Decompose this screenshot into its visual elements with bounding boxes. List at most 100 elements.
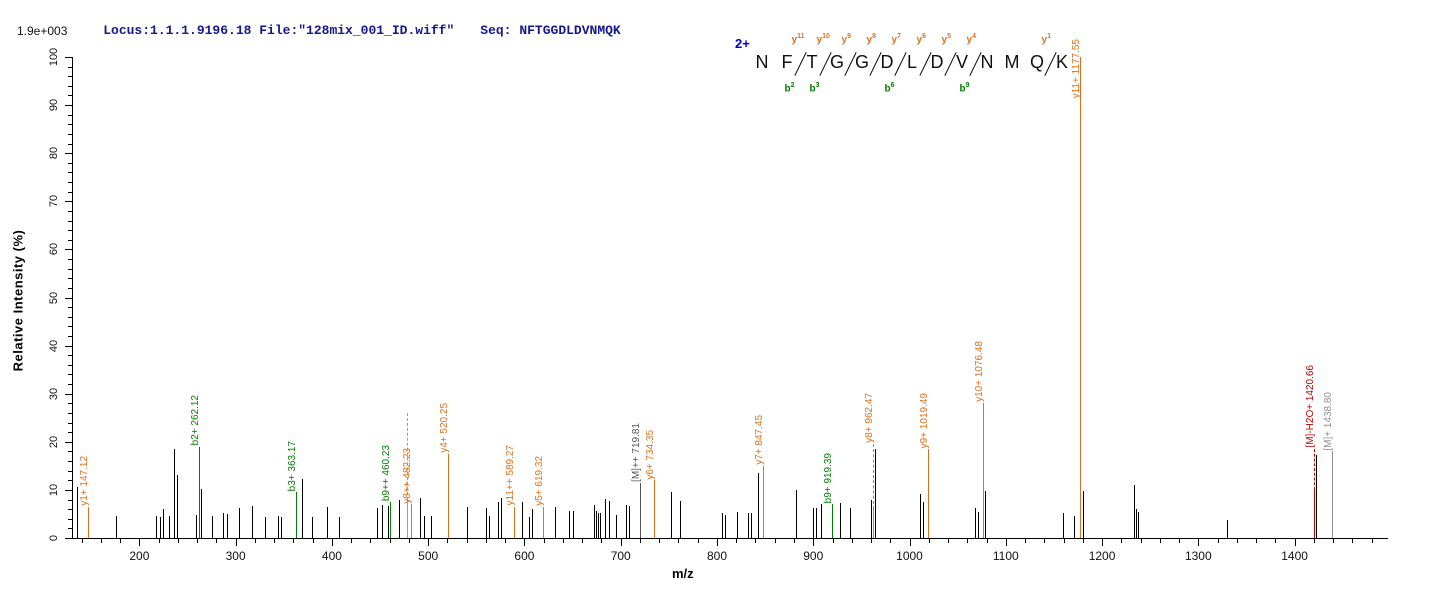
x-axis-tick [1371, 539, 1373, 543]
residue-letter: T [806, 52, 818, 72]
peak [302, 478, 304, 538]
x-axis-tick [1102, 539, 1104, 546]
peak [737, 512, 739, 538]
y-axis-tick [68, 374, 72, 376]
peak [420, 498, 422, 538]
peak-label: y10+ 1076.48 [974, 341, 986, 403]
peak [501, 497, 503, 538]
x-axis-tick [1275, 539, 1277, 543]
y-axis-tick [65, 153, 72, 155]
annotated-peak [199, 446, 201, 538]
residue-letter: F [781, 52, 793, 72]
residue-letter: N [755, 52, 769, 72]
annotated-peak [928, 449, 930, 538]
y-axis-tick [68, 220, 72, 222]
y-axis-tick [65, 489, 72, 491]
x-axis-tick [100, 539, 102, 543]
x-axis-tick [139, 539, 141, 546]
peak [670, 492, 672, 538]
peak [169, 516, 171, 538]
x-axis-tick [582, 539, 584, 543]
x-axis-tick [755, 539, 757, 543]
peak [596, 511, 598, 538]
peak [159, 516, 161, 538]
x-axis-tick [1198, 539, 1200, 546]
x-axis-tick [389, 539, 391, 543]
peak [327, 507, 329, 538]
peak [76, 487, 78, 538]
y-axis-tick [68, 95, 72, 97]
peak-label: y4+ 520.25 [438, 403, 450, 453]
x-axis-tick-label: 800 [706, 549, 727, 563]
peak [1062, 512, 1064, 538]
peak [813, 507, 815, 538]
peak-label: y9+ 1019.49 [919, 392, 931, 449]
x-axis-tick [331, 539, 333, 546]
y-axis-tick [65, 105, 72, 107]
seq-label: Seq: [480, 23, 512, 38]
x-axis-tick-label: 400 [321, 549, 342, 563]
b-ion-label: b3 [809, 82, 820, 95]
y-axis-tick-label: 40 [48, 339, 60, 352]
residue-letter: K [1055, 52, 1068, 72]
y-axis-tick-label: 20 [48, 435, 60, 448]
residue-letter: D [880, 52, 894, 72]
y-axis-tick [68, 182, 72, 184]
peak [466, 507, 468, 538]
peak [555, 507, 557, 538]
seq-value: NFTGGDLDVNMQK [519, 23, 621, 38]
x-axis-tick [485, 539, 487, 543]
peak [750, 512, 752, 538]
peak [431, 516, 433, 538]
residue-letter: L [906, 52, 917, 72]
x-axis-tick [1063, 539, 1065, 543]
peak-label-leader [1314, 449, 1316, 490]
peak-label: y11++ 589.27 [505, 445, 517, 506]
x-axis-tick-label: 200 [129, 549, 150, 563]
annotated-peak [1080, 57, 1082, 538]
peak [1082, 490, 1084, 538]
y-axis-tick [68, 230, 72, 232]
x-axis-tick [1236, 539, 1238, 543]
x-axis-tick [428, 539, 430, 546]
x-axis-tick [928, 539, 930, 543]
y-axis-tick [68, 66, 72, 68]
seq-header: Seq: NFTGGDLDVNMQK [480, 23, 620, 38]
annotated-peak [406, 500, 408, 538]
x-axis-tick-label: 500 [418, 549, 439, 563]
x-axis-tick [120, 539, 122, 543]
x-axis-tick [1352, 539, 1354, 543]
y-axis-tick [68, 133, 72, 135]
peak [226, 513, 228, 538]
y-axis-tick-label: 90 [48, 98, 60, 112]
y-axis-tick [65, 441, 72, 443]
x-axis-tick [639, 539, 641, 543]
x-axis-tick [813, 539, 815, 546]
peak [338, 517, 340, 538]
annotated-peak [831, 504, 833, 538]
annotated-peak [447, 453, 449, 538]
y-axis-tick-label: 80 [48, 147, 60, 160]
peak [747, 512, 749, 538]
y-axis-tick [65, 249, 72, 251]
x-axis-tick [793, 539, 795, 543]
peak [116, 516, 118, 538]
peak [488, 516, 490, 538]
b-ion-label: b2 [784, 82, 795, 95]
annotated-peak [1314, 489, 1316, 538]
annotated-peak [1331, 451, 1333, 538]
y-axis-tick [68, 268, 72, 270]
x-axis-tick [543, 539, 545, 543]
peak [820, 504, 822, 538]
x-axis-tick-label: 700 [610, 549, 631, 563]
peak [985, 490, 987, 538]
y-axis-tick [68, 239, 72, 241]
peak [599, 512, 601, 538]
x-axis-tick [736, 539, 738, 543]
b-ion-label: b6 [884, 82, 895, 95]
x-axis-tick [909, 539, 911, 546]
peak [278, 516, 279, 538]
x-axis-tick-label: 1200 [1088, 549, 1116, 563]
peak [977, 512, 979, 538]
